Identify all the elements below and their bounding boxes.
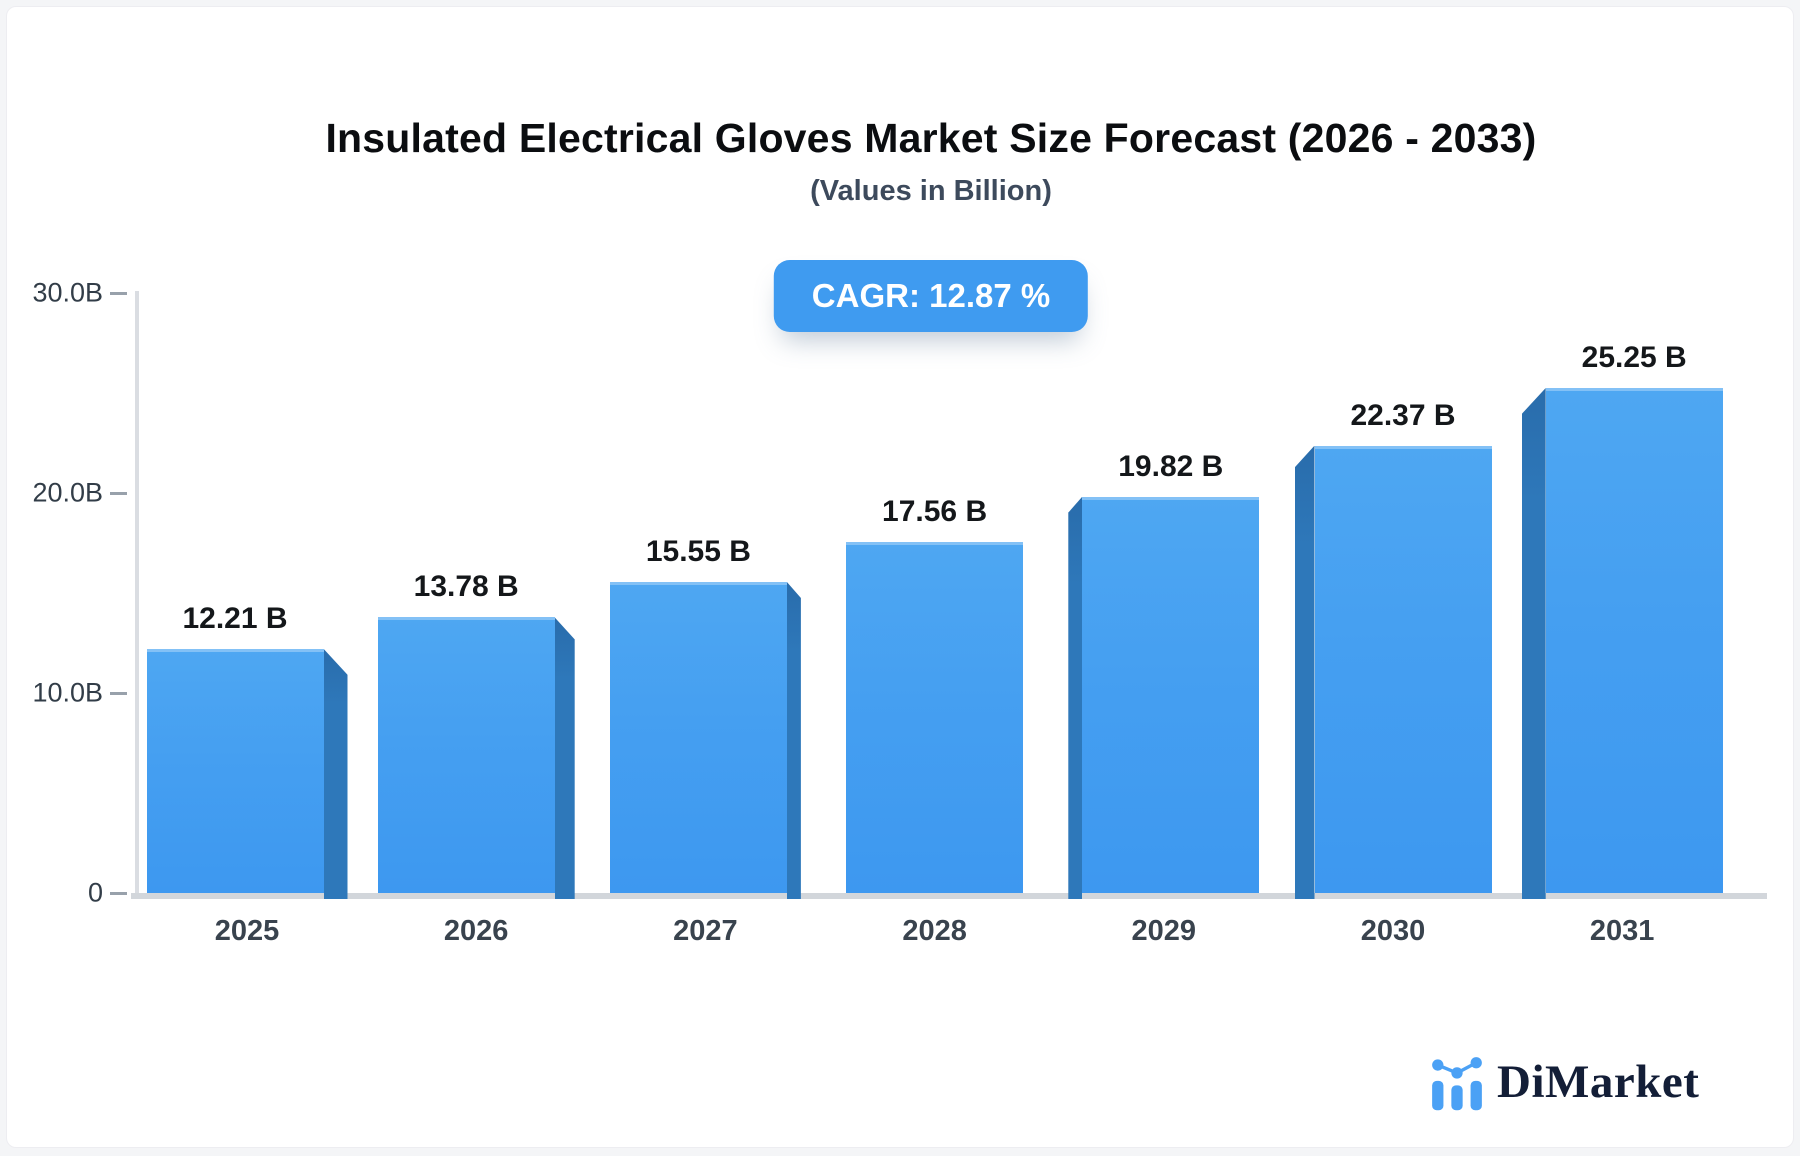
cagr-badge: CAGR: 12.87 % bbox=[773, 260, 1089, 332]
x-axis-line bbox=[131, 893, 1767, 899]
x-axis-label-2029: 2029 bbox=[1131, 915, 1197, 947]
y-axis-tick-label: 0 bbox=[87, 877, 103, 908]
y-axis-line bbox=[135, 291, 139, 895]
x-axis-label-2026: 2026 bbox=[443, 915, 509, 947]
bar-2029 bbox=[1082, 496, 1260, 893]
chart-stage: Insulated Electrical Gloves Market Size … bbox=[7, 7, 1793, 1147]
bar-side-2025 bbox=[323, 648, 348, 899]
y-axis-tick-label: 20.0B bbox=[32, 477, 103, 508]
x-axis-label-2027: 2027 bbox=[673, 915, 738, 947]
bar-2031 bbox=[1545, 388, 1723, 893]
bar-2028 bbox=[846, 541, 1024, 893]
y-axis-tick-mark bbox=[110, 692, 127, 695]
bar-value-label-2031: 25.25 B bbox=[1581, 341, 1687, 374]
bar-side-2026 bbox=[554, 617, 575, 899]
bar-value-label-2025: 12.21 B bbox=[182, 601, 288, 635]
bar-side-2031 bbox=[1521, 388, 1546, 899]
brand-logo: DiMarket bbox=[1431, 1053, 1699, 1111]
bar-2030 bbox=[1314, 445, 1492, 893]
bar-value-label-2030: 22.37 B bbox=[1350, 398, 1456, 432]
x-axis-label-2030: 2030 bbox=[1360, 915, 1426, 947]
x-axis-label-2031: 2031 bbox=[1589, 915, 1655, 947]
bar-side-2027 bbox=[786, 582, 801, 899]
chart-subtitle: (Values in Billion) bbox=[810, 175, 1052, 207]
bar-value-label-2029: 19.82 B bbox=[1118, 449, 1224, 483]
bar-2026 bbox=[377, 617, 555, 893]
bar-chart-logo-icon bbox=[1432, 1057, 1482, 1111]
bar-value-label-2026: 13.78 B bbox=[413, 570, 519, 604]
bar-side-2029 bbox=[1068, 496, 1083, 899]
chart-title: Insulated Electrical Gloves Market Size … bbox=[325, 115, 1537, 161]
y-axis-tick-mark bbox=[110, 492, 127, 495]
y-axis-tick-mark bbox=[110, 292, 127, 295]
chart-card: Insulated Electrical Gloves Market Size … bbox=[6, 6, 1794, 1148]
bar-2025 bbox=[146, 648, 324, 893]
bar-2027 bbox=[609, 582, 787, 893]
bar-side-2030 bbox=[1294, 445, 1315, 899]
x-axis-label-2025: 2025 bbox=[214, 915, 280, 947]
y-axis-tick-mark bbox=[110, 892, 127, 895]
bar-value-label-2027: 15.55 B bbox=[645, 535, 751, 568]
y-axis-tick-label: 30.0B bbox=[32, 277, 103, 308]
x-axis-label-2028: 2028 bbox=[902, 915, 967, 947]
y-axis-tick-label: 10.0B bbox=[32, 677, 103, 708]
logo-text: DiMarket bbox=[1497, 1056, 1700, 1108]
bar-value-label-2028: 17.56 B bbox=[882, 494, 988, 528]
